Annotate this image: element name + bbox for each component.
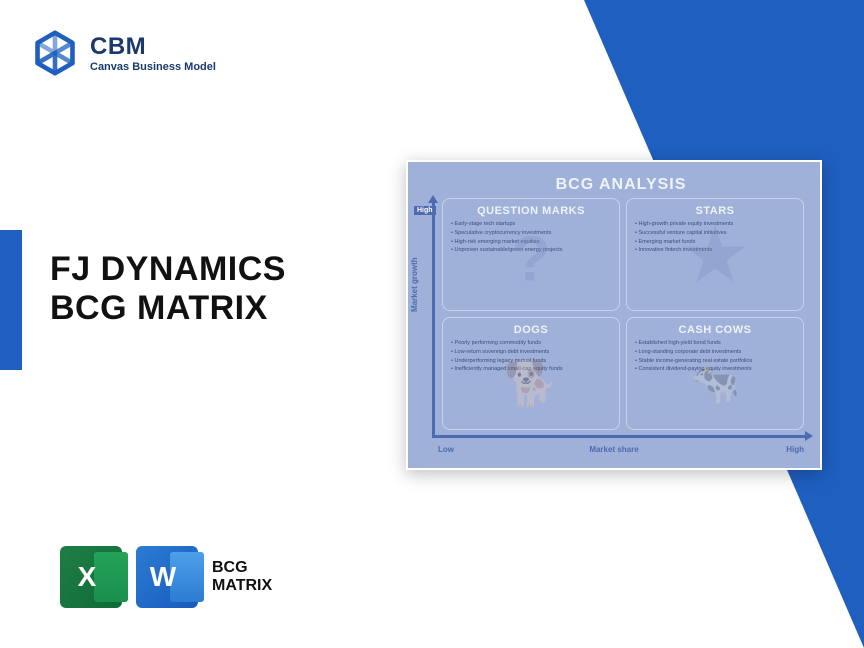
x-axis-high-label: High — [786, 445, 804, 454]
brand-name: CBM — [90, 33, 216, 61]
question-marks-list: Early-stage tech startupsSpeculative cry… — [451, 220, 611, 255]
dogs-list: Poorly performing commodity fundsLow-ret… — [451, 339, 611, 374]
y-axis-title: Market growth — [410, 257, 419, 312]
list-item: Established high-yield bond funds — [635, 339, 795, 348]
quadrant-question-marks: ? QUESTION MARKS Early-stage tech startu… — [442, 198, 620, 311]
list-item: Long-standing corporate debt investments — [635, 348, 795, 357]
list-item: Poorly performing commodity funds — [451, 339, 611, 348]
y-axis — [432, 202, 435, 438]
brand-logo: CBM Canvas Business Model — [32, 30, 216, 76]
question-marks-title: QUESTION MARKS — [451, 205, 611, 217]
list-item: Early-stage tech startups — [451, 220, 611, 229]
axis-low-label: Low — [438, 445, 454, 454]
list-item: High-growth private equity investments — [635, 220, 795, 229]
file-format-row: X W BCG MATRIX — [60, 546, 272, 608]
list-item: Underperforming legacy mutual funds — [451, 357, 611, 366]
list-item: Speculative cryptocurrency investments — [451, 229, 611, 238]
list-item: Inefficiently managed small-cap equity f… — [451, 365, 611, 374]
stars-title: STARS — [635, 205, 795, 217]
cbm-logo-icon — [32, 30, 78, 76]
title-line-2: BCG MATRIX — [50, 289, 286, 328]
list-item: Innovative fintech investments — [635, 246, 795, 255]
x-axis-title: Market share — [589, 445, 638, 454]
list-item: Unproven sustainable/green energy projec… — [451, 246, 611, 255]
cash-cows-list: Established high-yield bond fundsLong-st… — [635, 339, 795, 374]
y-axis-high-label: High — [414, 206, 436, 215]
quadrant-cash-cows: 🐄 CASH COWS Established high-yield bond … — [626, 317, 804, 430]
quadrant-stars: ★ STARS High-growth private equity inves… — [626, 198, 804, 311]
list-item: Successful venture capital initiatives — [635, 229, 795, 238]
cash-cows-title: CASH COWS — [635, 324, 795, 336]
list-item: High-risk emerging market equities — [451, 238, 611, 247]
list-item: Low-return sovereign debt investments — [451, 348, 611, 357]
bcg-matrix-label: BCG MATRIX — [212, 559, 272, 594]
accent-bar — [0, 230, 22, 370]
x-axis — [432, 435, 806, 438]
list-item: Consistent dividend-paying equity invest… — [635, 365, 795, 374]
list-item: Emerging market funds — [635, 238, 795, 247]
dogs-title: DOGS — [451, 324, 611, 336]
excel-icon: X — [60, 546, 122, 608]
bcg-card-title: BCG ANALYSIS — [436, 176, 806, 194]
brand-tagline: Canvas Business Model — [90, 61, 216, 73]
word-icon: W — [136, 546, 198, 608]
title-line-1: FJ DYNAMICS — [50, 250, 286, 289]
list-item: Stable income-generating real estate por… — [635, 357, 795, 366]
stars-list: High-growth private equity investmentsSu… — [635, 220, 795, 255]
page-title: FJ DYNAMICS BCG MATRIX — [50, 250, 286, 328]
bcg-grid: ? QUESTION MARKS Early-stage tech startu… — [442, 198, 804, 430]
bcg-analysis-card: BCG ANALYSIS High Low High Market growth… — [406, 160, 822, 470]
quadrant-dogs: 🐕 DOGS Poorly performing commodity funds… — [442, 317, 620, 430]
